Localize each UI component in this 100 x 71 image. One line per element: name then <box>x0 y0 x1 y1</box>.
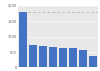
Bar <box>79 50 87 67</box>
Bar <box>29 45 37 67</box>
Bar <box>49 47 57 67</box>
Bar <box>89 56 97 67</box>
Bar <box>59 47 67 67</box>
Bar <box>39 46 47 67</box>
Bar <box>19 12 27 67</box>
Bar <box>69 48 77 67</box>
